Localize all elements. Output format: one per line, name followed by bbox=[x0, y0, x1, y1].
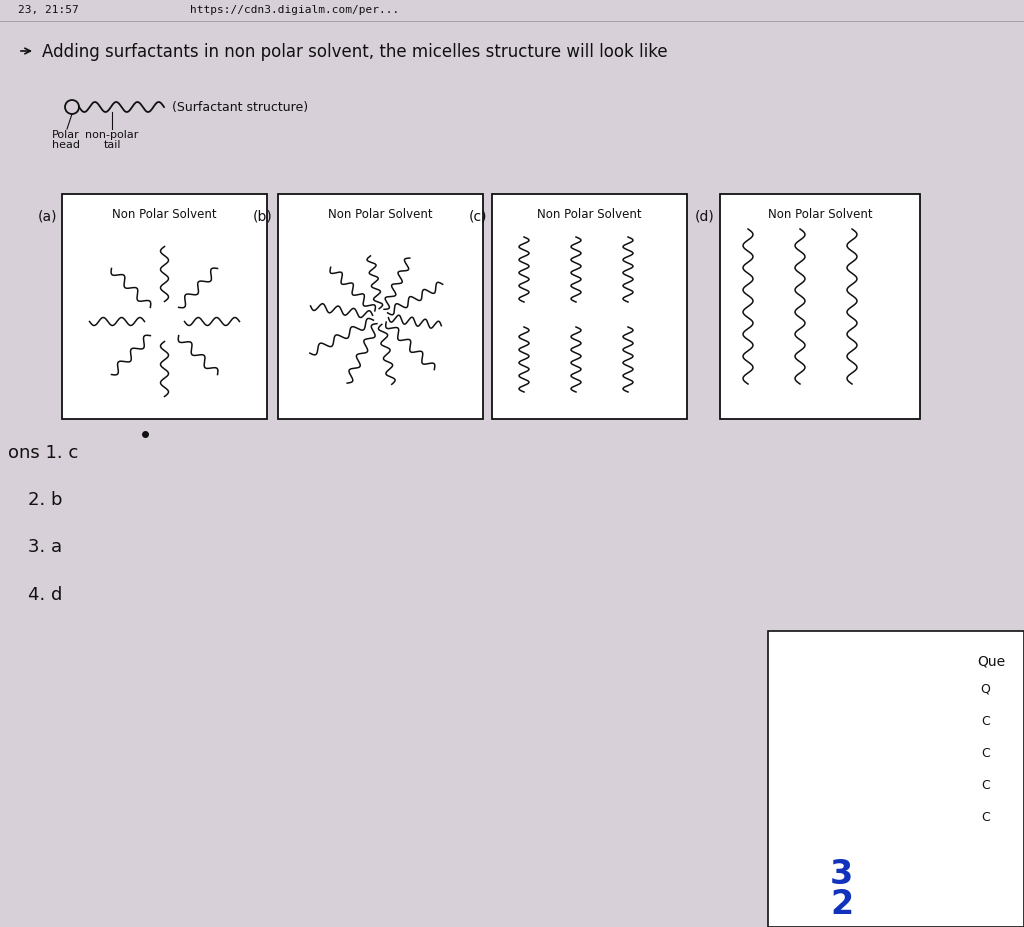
Text: Adding surfactants in non polar solvent, the micelles structure will look like: Adding surfactants in non polar solvent,… bbox=[42, 43, 668, 61]
Text: C: C bbox=[981, 746, 990, 759]
Bar bbox=[492, 195, 687, 420]
Text: (c): (c) bbox=[469, 210, 487, 223]
Text: Polar: Polar bbox=[52, 130, 80, 140]
Text: https://cdn3.digialm.com/per...: https://cdn3.digialm.com/per... bbox=[190, 5, 399, 15]
Text: C: C bbox=[981, 810, 990, 823]
Text: C: C bbox=[981, 778, 990, 791]
Text: Non Polar Solvent: Non Polar Solvent bbox=[113, 208, 217, 221]
Bar bbox=[278, 195, 483, 420]
Text: 4. d: 4. d bbox=[28, 585, 62, 603]
Text: non-polar: non-polar bbox=[85, 130, 138, 140]
Text: tail: tail bbox=[103, 140, 121, 150]
Text: 2. b: 2. b bbox=[28, 490, 62, 508]
Text: 3. a: 3. a bbox=[28, 538, 62, 555]
Text: Non Polar Solvent: Non Polar Solvent bbox=[538, 208, 642, 221]
Text: ons 1. c: ons 1. c bbox=[8, 443, 78, 462]
Text: (b): (b) bbox=[253, 210, 273, 223]
Text: head: head bbox=[52, 140, 80, 150]
Text: Non Polar Solvent: Non Polar Solvent bbox=[328, 208, 433, 221]
Text: 2: 2 bbox=[830, 887, 853, 920]
Text: Q: Q bbox=[980, 682, 990, 695]
Text: 3: 3 bbox=[830, 857, 853, 890]
Text: (Surfactant structure): (Surfactant structure) bbox=[172, 101, 308, 114]
Bar bbox=[768, 631, 1024, 927]
Text: (a): (a) bbox=[38, 210, 57, 223]
Text: Non Polar Solvent: Non Polar Solvent bbox=[768, 208, 872, 221]
Text: Que: Que bbox=[977, 654, 1005, 668]
Bar bbox=[720, 195, 920, 420]
Text: 23, 21:57: 23, 21:57 bbox=[18, 5, 79, 15]
Text: (d): (d) bbox=[695, 210, 715, 223]
Bar bbox=[62, 195, 267, 420]
Text: C: C bbox=[981, 714, 990, 727]
